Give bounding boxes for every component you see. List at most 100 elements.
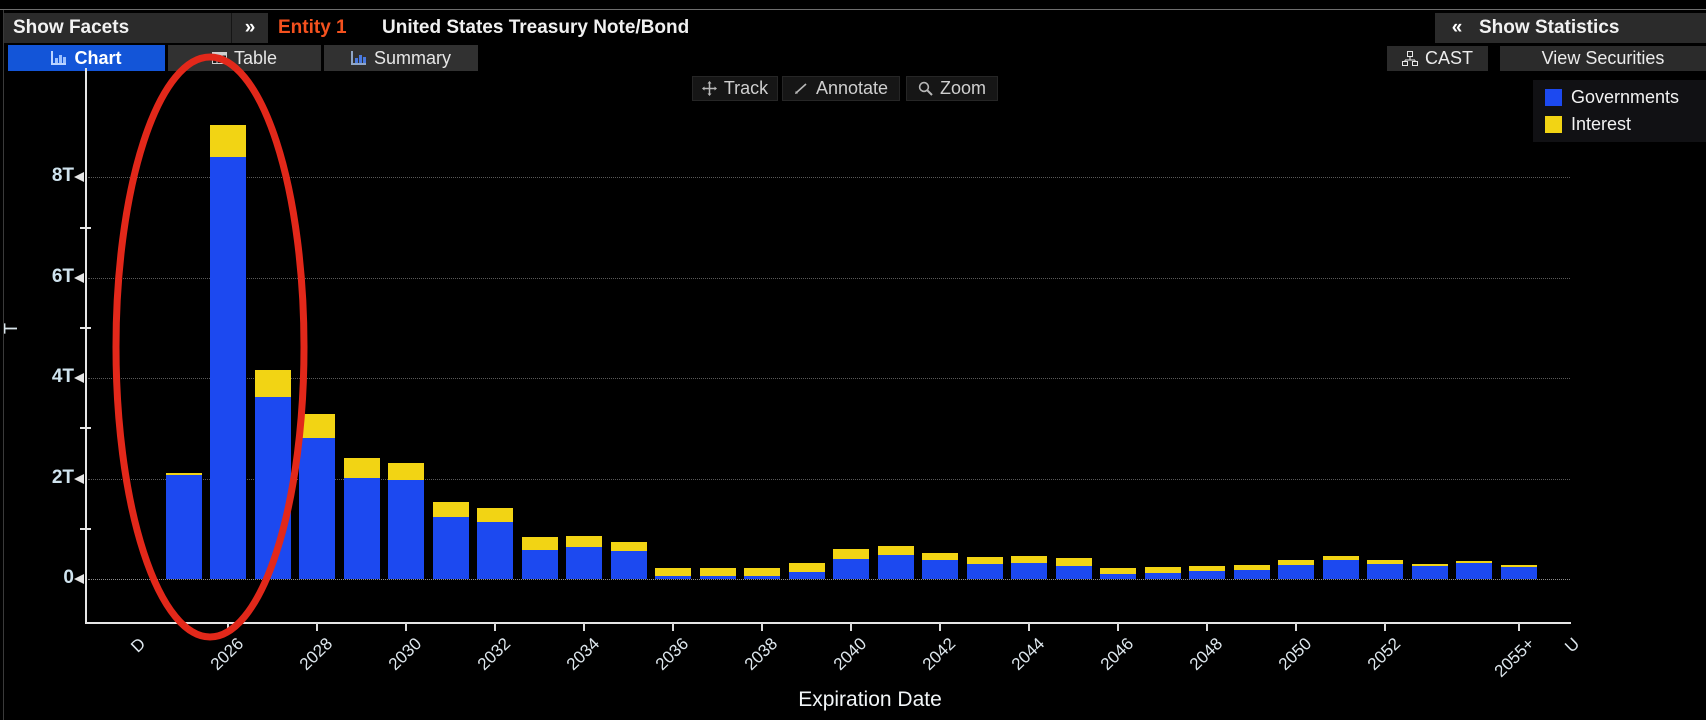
x-tick-2052: [1384, 623, 1386, 631]
bar-2047-governments[interactable]: [1144, 572, 1181, 579]
bar-2028-governments[interactable]: [299, 438, 335, 579]
bar-2035-interest[interactable]: [610, 542, 647, 552]
summary-chart-icon: [350, 51, 367, 65]
bar-2050-interest[interactable]: [1278, 559, 1314, 565]
x-tick-2036: [672, 623, 674, 631]
bar-2037-governments[interactable]: [699, 576, 736, 579]
x-tick-label-2040: 2040: [829, 634, 871, 674]
bar-2055+-governments[interactable]: [1500, 566, 1537, 579]
bar-2036-governments[interactable]: [655, 576, 691, 579]
bar-2054-governments[interactable]: [1456, 562, 1492, 579]
bar-2048-interest[interactable]: [1189, 565, 1225, 571]
bar-2049-governments[interactable]: [1233, 569, 1270, 579]
bar-2055+-interest[interactable]: [1500, 564, 1537, 567]
y-minor-tick: [80, 226, 91, 229]
bar-2031-governments[interactable]: [432, 517, 469, 579]
bar-2049-interest[interactable]: [1233, 564, 1270, 570]
bar-2053-interest[interactable]: [1411, 563, 1448, 566]
x-tick-label-2028: 2028: [295, 634, 337, 674]
bar-2042-governments[interactable]: [922, 559, 958, 579]
track-label: Track: [723, 78, 769, 98]
bar-2039-governments[interactable]: [788, 571, 825, 579]
expand-facets-chevron[interactable]: »: [244, 17, 256, 38]
x-tick-label-2052: 2052: [1363, 634, 1405, 674]
x-tick-2050: [1295, 623, 1297, 631]
bar-2032-governments[interactable]: [477, 522, 513, 579]
bar-2026-interest[interactable]: [210, 124, 246, 158]
y-tick-arrow: [74, 473, 84, 484]
bar-2041-interest[interactable]: [877, 545, 914, 555]
show-facets-button[interactable]: Show Facets: [13, 17, 130, 38]
bar-2029-interest[interactable]: [343, 457, 380, 478]
bar-2039-interest[interactable]: [788, 562, 825, 572]
bar-2043-governments[interactable]: [966, 563, 1003, 579]
bar-2025-governments[interactable]: [165, 474, 202, 579]
bar-2041-governments[interactable]: [877, 554, 914, 579]
bar-2028-interest[interactable]: [299, 414, 335, 439]
view-securities-button[interactable]: View Securities: [1500, 46, 1706, 71]
y-tick-label-0: 0: [63, 567, 74, 588]
bar-2047-interest[interactable]: [1144, 566, 1181, 573]
bar-2038-governments[interactable]: [744, 576, 780, 579]
cast-button[interactable]: CAST: [1387, 46, 1488, 71]
bar-2038-interest[interactable]: [744, 568, 780, 577]
track-button[interactable]: Track: [692, 76, 778, 101]
bar-2042-interest[interactable]: [922, 553, 958, 560]
bar-2029-governments[interactable]: [343, 477, 380, 579]
show-statistics-button[interactable]: Show Statistics: [1479, 17, 1620, 38]
bar-2027-interest[interactable]: [254, 369, 291, 398]
bar-2054-interest[interactable]: [1456, 560, 1492, 563]
bar-2052-governments[interactable]: [1367, 563, 1403, 579]
annotate-pencil-icon: [794, 82, 809, 95]
bar-2053-governments[interactable]: [1411, 565, 1448, 579]
tab-summary[interactable]: Summary: [324, 45, 478, 71]
y-tick-arrow: [74, 574, 84, 584]
bar-2037-interest[interactable]: [699, 567, 736, 577]
annotate-label: Annotate: [815, 78, 889, 98]
bar-2034-governments[interactable]: [566, 547, 602, 579]
x-axis-end-label-right: U: [1561, 634, 1584, 657]
bar-2045-interest[interactable]: [1055, 557, 1092, 566]
bar-2032-interest[interactable]: [477, 507, 513, 523]
annotate-button[interactable]: Annotate: [782, 76, 900, 101]
bar-2031-interest[interactable]: [432, 501, 469, 518]
y-minor-tick: [80, 427, 91, 430]
y-tick-label-4T: 4T: [51, 366, 74, 388]
x-tick-2055+: [1517, 623, 1520, 631]
bar-2033-interest[interactable]: [521, 537, 558, 550]
bar-2036-interest[interactable]: [655, 567, 691, 577]
bar-2044-interest[interactable]: [1011, 555, 1047, 563]
bar-2040-governments[interactable]: [833, 558, 869, 579]
bar-2051-governments[interactable]: [1322, 559, 1359, 579]
governments-legend-label: Governments: [1571, 87, 1680, 107]
bar-2030-governments[interactable]: [388, 479, 424, 579]
bar-2027-governments[interactable]: [254, 397, 291, 579]
bar-2033-governments[interactable]: [521, 549, 558, 579]
bar-2048-governments[interactable]: [1189, 570, 1225, 579]
bar-2044-governments[interactable]: [1011, 562, 1047, 579]
bar-2046-interest[interactable]: [1100, 567, 1136, 574]
bar-2026-governments[interactable]: [210, 157, 246, 579]
x-tick-2044: [1028, 623, 1030, 631]
expand-statistics-chevron[interactable]: «: [1451, 17, 1463, 38]
zoom-button[interactable]: Zoom: [906, 76, 998, 101]
bar-2045-governments[interactable]: [1055, 565, 1092, 579]
x-axis-line: [85, 622, 1571, 624]
bar-2046-governments[interactable]: [1100, 573, 1136, 579]
gridline-0: [88, 579, 1570, 580]
bar-2040-interest[interactable]: [833, 549, 869, 559]
header-divider: [231, 13, 232, 43]
legend-item-interest[interactable]: Interest: [1545, 111, 1706, 138]
bar-2030-interest[interactable]: [388, 462, 424, 480]
bar-2043-interest[interactable]: [966, 556, 1003, 564]
bar-2034-interest[interactable]: [566, 536, 602, 548]
gridline-2T: [88, 478, 1570, 480]
bar-2052-interest[interactable]: [1367, 559, 1403, 564]
legend-item-governments[interactable]: Governments: [1545, 84, 1706, 111]
interest-swatch: [1545, 116, 1562, 133]
bar-2050-governments[interactable]: [1278, 564, 1314, 579]
bar-2051-interest[interactable]: [1322, 555, 1359, 560]
bar-2025-interest[interactable]: [165, 472, 202, 475]
bar-2035-governments[interactable]: [610, 551, 647, 579]
entity-label: Entity 1: [278, 17, 347, 38]
